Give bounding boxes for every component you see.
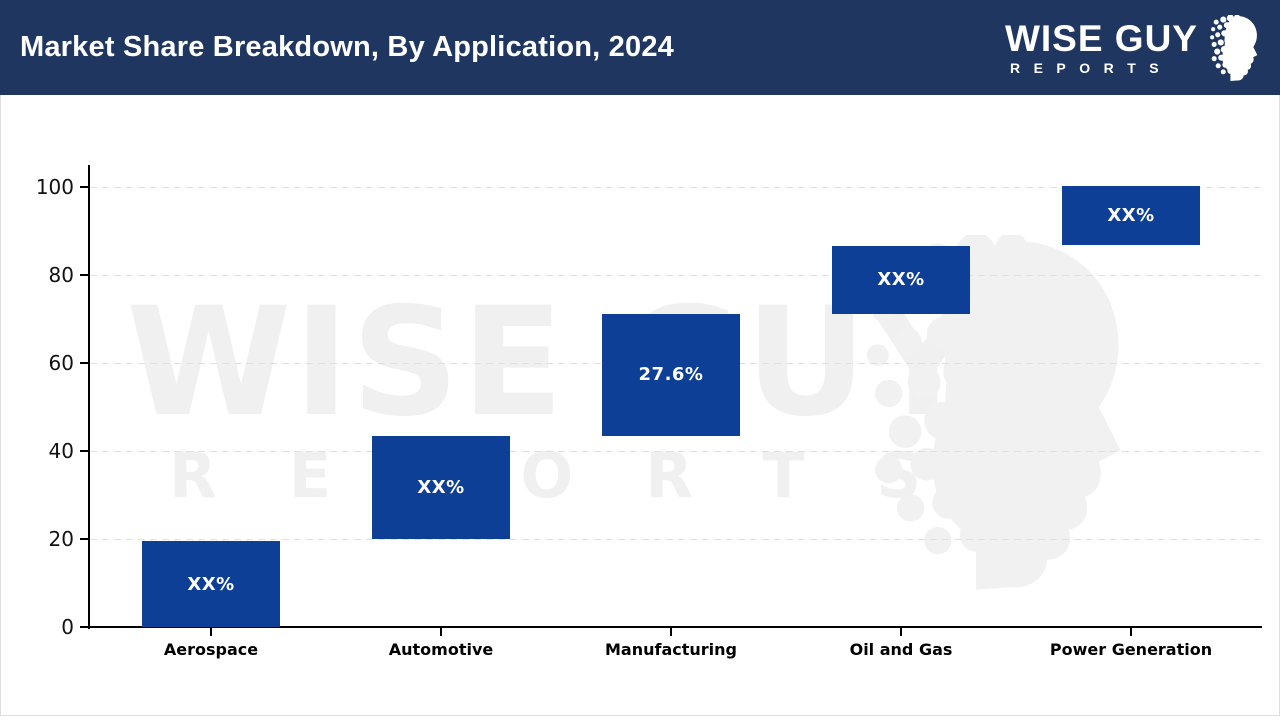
y-tick-label: 20 [48,527,74,551]
bar-automotive: XX% [372,435,510,539]
logo-wordmark: WISE GUY REPORTS [1005,20,1198,75]
header-bar: Market Share Breakdown, By Application, … [0,0,1280,95]
x-axis-tick [1130,627,1132,636]
bar-value-label: XX% [187,573,235,595]
bar-manufacturing: 27.6% [602,314,740,436]
x-axis-tick [440,627,442,636]
wise-guy-reports-logo: WISE GUY REPORTS [1005,0,1264,95]
gridline-100 [90,187,1262,188]
y-axis-tick [80,362,88,364]
bar-value-label: XX% [877,269,925,291]
x-axis-tick [900,627,902,636]
bar-aerospace: XX% [142,541,280,627]
x-category-label: Power Generation [1049,640,1213,659]
y-tick-label: 60 [48,351,74,375]
y-axis-tick [80,274,88,276]
y-axis-tick [80,450,88,452]
y-tick-label: 80 [48,263,74,287]
y-tick-label: 100 [35,175,74,199]
x-axis-line [88,626,1262,628]
gridline-20 [90,539,1262,540]
bar-value-label: XX% [1107,205,1155,227]
x-axis-tick [670,627,672,636]
x-category-label: Automotive [388,640,494,659]
gridline-80 [90,275,1262,276]
y-tick-label: 0 [61,615,74,639]
x-category-label: Aerospace [163,640,259,659]
y-axis-line [88,165,90,629]
page-title: Market Share Breakdown, By Application, … [20,31,674,63]
y-tick-label: 40 [48,439,74,463]
logo-wordmark-line1: WISE GUY [1004,18,1198,59]
bar-oil-and-gas: XX% [832,245,970,314]
y-axis-tick [80,186,88,188]
x-category-label: Manufacturing [605,640,737,659]
y-axis-tick [80,626,88,628]
bar-power-generation: XX% [1062,186,1200,246]
bar-value-label: XX% [417,476,465,498]
gridline-40 [90,451,1262,452]
logo-wordmark-line2: REPORTS [1009,60,1173,76]
y-axis-tick [80,538,88,540]
x-axis-tick [210,627,212,636]
logo-head-icon [1210,14,1258,81]
x-category-label: Oil and Gas [849,640,953,659]
bar-value-label: 27.6% [638,364,704,386]
